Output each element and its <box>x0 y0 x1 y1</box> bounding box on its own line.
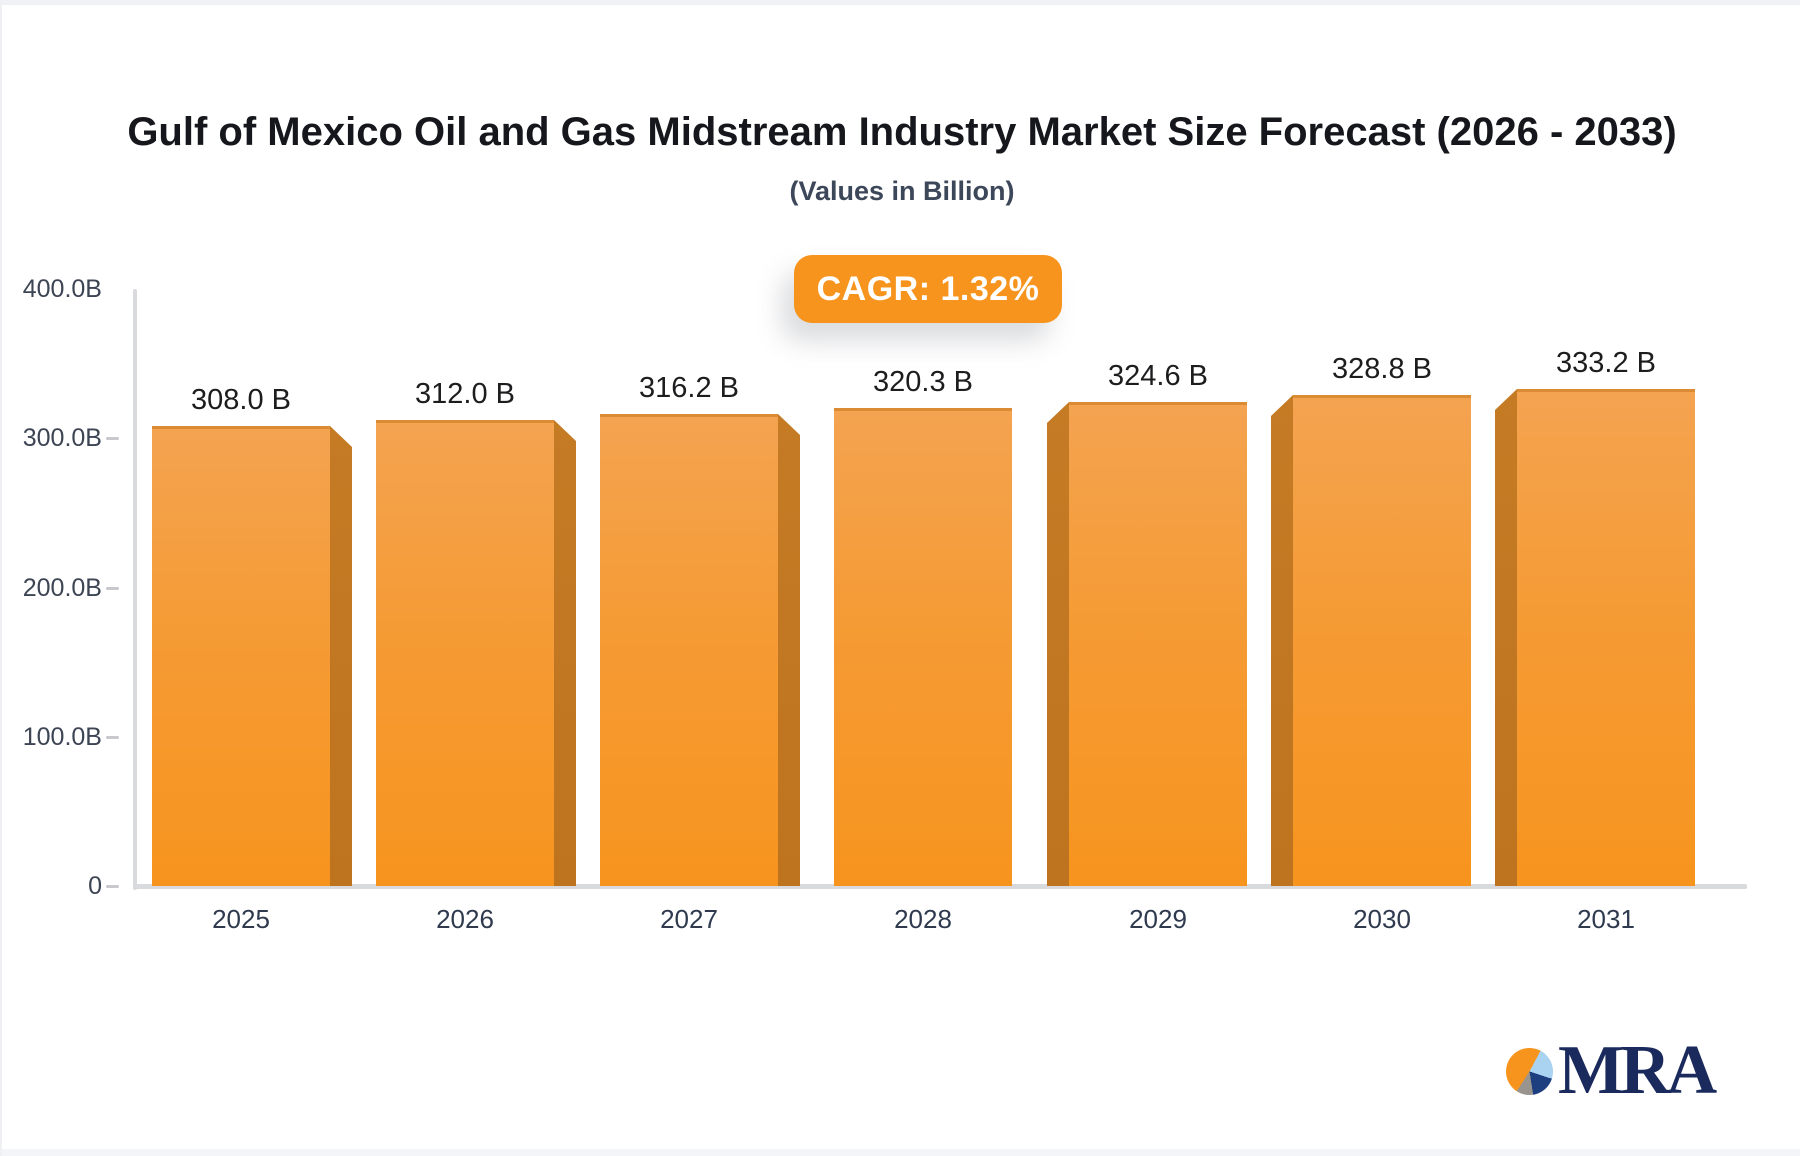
bar-value-label: 316.2 B <box>639 372 739 404</box>
x-tick-label: 2026 <box>436 904 494 934</box>
x-tick-label: 2028 <box>894 904 952 934</box>
x-tick-label: 2027 <box>660 904 718 934</box>
bar-face <box>152 426 330 886</box>
y-tick-label: 300.0B <box>22 424 102 453</box>
bar-value-label: 320.3 B <box>873 366 973 398</box>
bar-value-label: 312.0 B <box>415 378 515 410</box>
bar-2030: 328.8 B <box>1271 353 1471 886</box>
chart-title: Gulf of Mexico Oil and Gas Midstream Ind… <box>127 110 1677 154</box>
x-tick-label: 2030 <box>1353 904 1411 934</box>
bar-face <box>1069 402 1247 886</box>
bar-face <box>376 420 554 886</box>
bar-face <box>600 414 778 886</box>
bar-2031: 333.2 B <box>1495 347 1695 886</box>
bar-2026: 312.0 B <box>376 378 576 886</box>
bar-side-panel <box>778 414 800 886</box>
bar-face <box>1293 395 1471 886</box>
bar-2025: 308.0 B <box>152 384 352 886</box>
y-axis-line <box>133 289 137 890</box>
y-tick-label: 100.0B <box>22 722 102 751</box>
bar-side-panel <box>330 426 352 886</box>
bar-2027: 316.2 B <box>600 372 800 886</box>
bar-value-label: 324.6 B <box>1108 360 1208 392</box>
logo-pie-icon <box>1506 1047 1553 1095</box>
cagr-badge: CAGR: 1.32% <box>794 255 1062 323</box>
bar-2028: 320.3 B <box>834 366 1012 886</box>
mra-logo: MRA <box>1506 1032 1717 1109</box>
y-tick-mark <box>106 735 119 739</box>
bar-face <box>1517 389 1695 886</box>
y-tick-mark <box>106 586 119 590</box>
logo-text: MRA <box>1558 1032 1717 1109</box>
bar-value-label: 333.2 B <box>1556 347 1656 379</box>
y-tick-mark <box>106 437 119 441</box>
frame-bottom-strip <box>2 1149 1800 1156</box>
y-tick-label: 0 <box>88 872 102 900</box>
bar-side-panel <box>1271 395 1293 886</box>
y-tick-mark <box>106 885 119 888</box>
bar-side-panel <box>1047 402 1069 886</box>
x-tick-label: 2031 <box>1577 904 1635 934</box>
x-tick-label: 2025 <box>212 904 270 934</box>
x-axis-line <box>135 884 1747 889</box>
bar-side-panel <box>554 420 576 886</box>
bar-value-label: 328.8 B <box>1332 353 1432 385</box>
bar-side-panel <box>1495 389 1517 886</box>
frame-top-strip <box>2 0 1800 5</box>
y-tick-label: 200.0B <box>22 573 102 602</box>
bar-value-label: 308.0 B <box>191 384 291 416</box>
bar-face <box>834 408 1012 886</box>
x-tick-label: 2029 <box>1129 904 1187 934</box>
y-tick-label: 400.0B <box>22 275 102 303</box>
cagr-badge-label: CAGR: 1.32% <box>816 269 1040 308</box>
bar-2029: 324.6 B <box>1047 360 1247 886</box>
chart-subtitle: (Values in Billion) <box>789 176 1015 206</box>
